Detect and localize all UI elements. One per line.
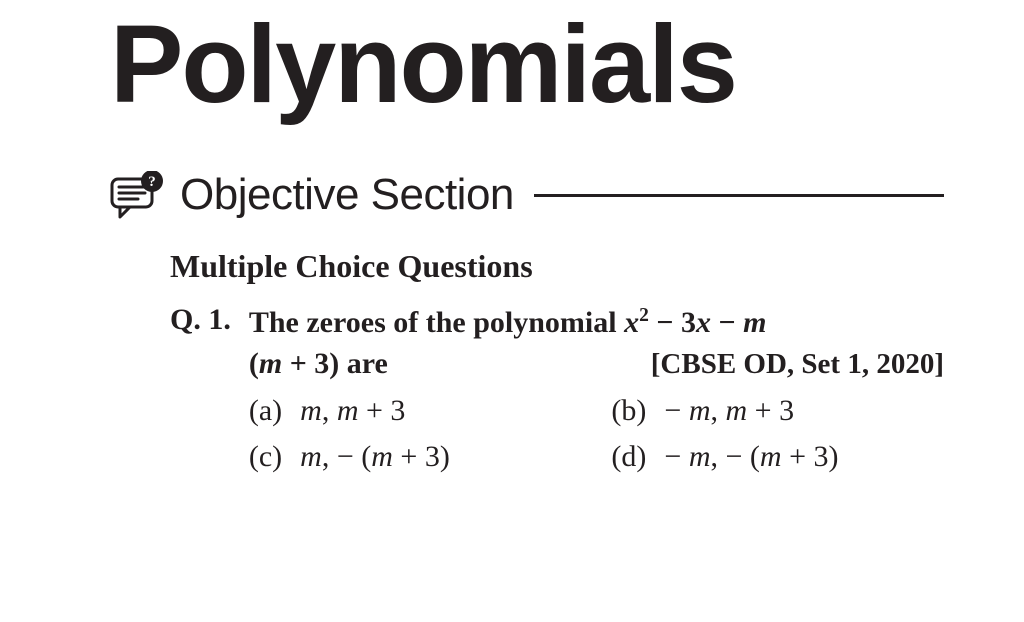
section-divider-line [534, 194, 944, 197]
option-label: (b) [611, 394, 646, 428]
question-line2-suffix: are [347, 347, 388, 380]
option-text: − m, − (m + 3) [664, 440, 838, 474]
question-row: Q. 1. The zeroes of the polynomial x2 − … [170, 303, 944, 474]
page-container: Polynomials ? Objective Section Multiple… [0, 10, 1024, 474]
option-label: (d) [611, 440, 646, 474]
question-line2-wrap: (m + 3) are [CBSE OD, Set 1, 2020] [249, 344, 944, 385]
question-body: The zeroes of the polynomial x2 − 3x − m… [249, 303, 944, 474]
question-line1-prefix: The zeroes of the polynomial [249, 306, 624, 339]
question-source: [CBSE OD, Set 1, 2020] [651, 348, 944, 381]
chapter-title: Polynomials [110, 10, 944, 120]
option-text: m, − (m + 3) [300, 440, 450, 474]
option-label: (a) [249, 394, 282, 428]
option-b: (b) − m, m + 3 [611, 394, 944, 428]
question-text-line1: The zeroes of the polynomial x2 − 3x − m [249, 303, 944, 344]
option-text: m, m + 3 [300, 394, 405, 428]
option-d: (d) − m, − (m + 3) [611, 440, 944, 474]
section-header-row: ? Objective Section [110, 170, 944, 220]
option-a: (a) m, m + 3 [249, 394, 582, 428]
option-label: (c) [249, 440, 282, 474]
options-grid: (a) m, m + 3 (b) − m, m + 3 (c) m, − (m … [249, 394, 944, 474]
section-title: Objective Section [180, 170, 514, 220]
mcq-heading: Multiple Choice Questions [170, 248, 944, 285]
option-text: − m, m + 3 [664, 394, 794, 428]
option-c: (c) m, − (m + 3) [249, 440, 582, 474]
speech-question-icon: ? [110, 171, 166, 219]
question-block: Q. 1. The zeroes of the polynomial x2 − … [170, 303, 944, 474]
question-number: Q. 1. [170, 303, 231, 337]
svg-text:?: ? [148, 174, 156, 190]
question-text-line2: (m + 3) are [249, 344, 388, 385]
